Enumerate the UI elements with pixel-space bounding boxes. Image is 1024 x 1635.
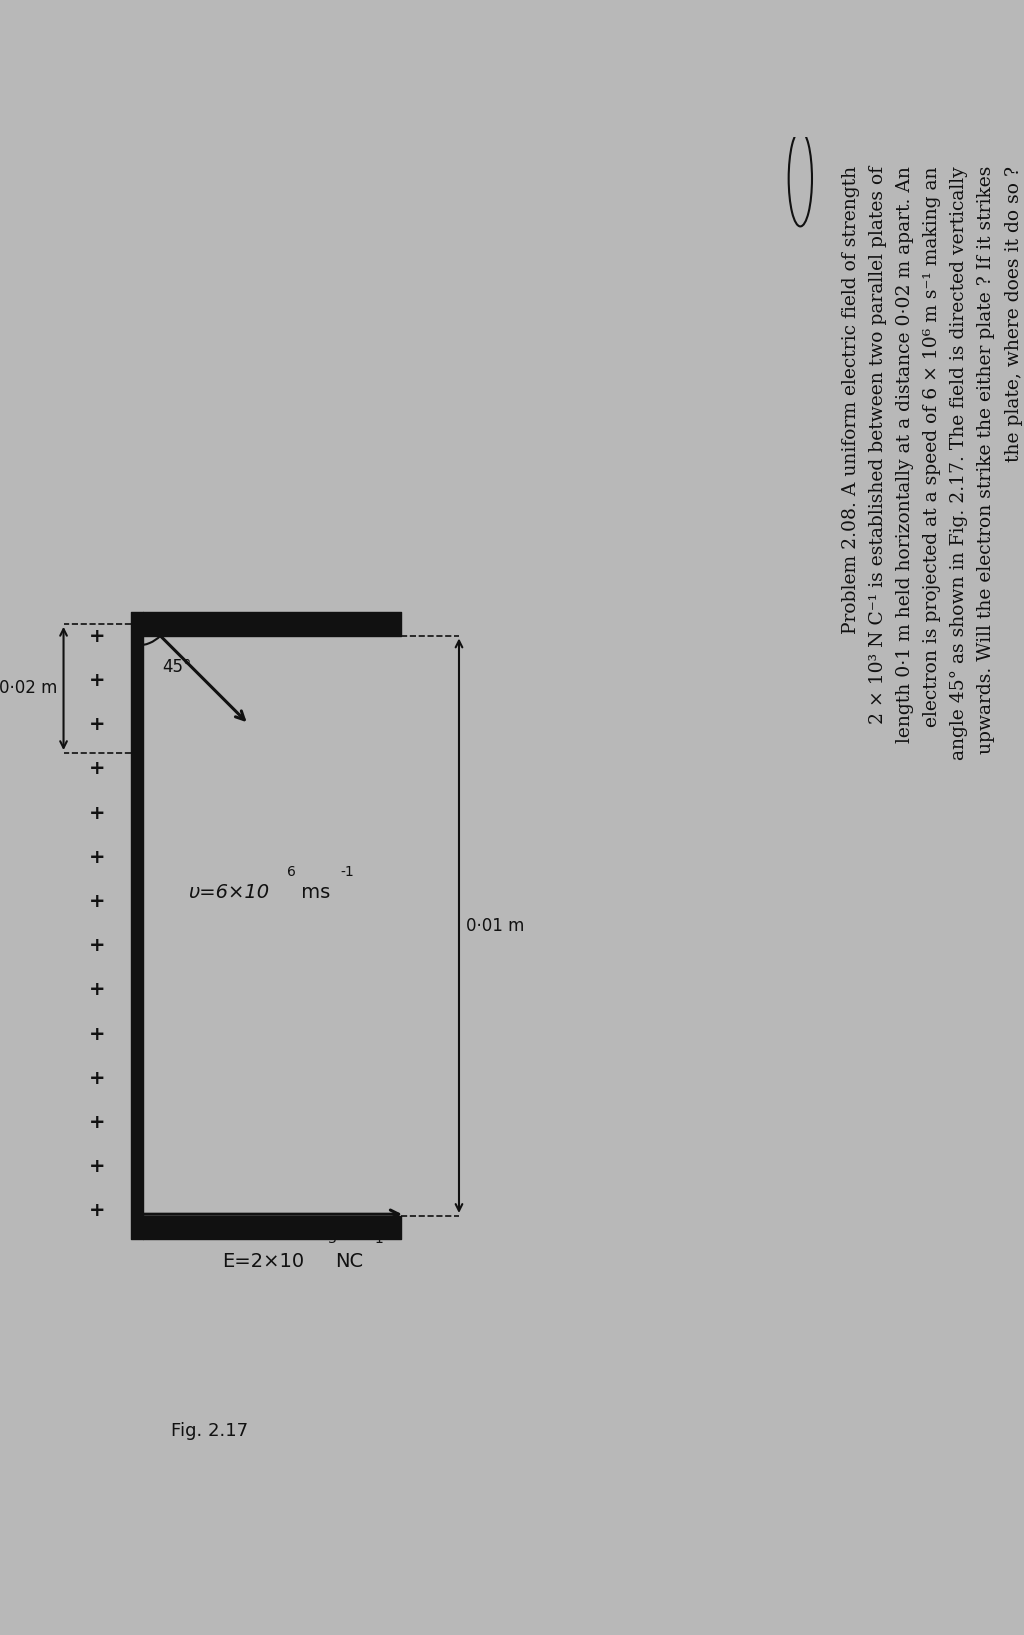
Text: +: + bbox=[89, 849, 105, 867]
Text: 0·02 m: 0·02 m bbox=[0, 680, 57, 698]
Text: -1: -1 bbox=[341, 865, 354, 878]
Text: +: + bbox=[89, 760, 105, 778]
Text: Problem 2.08. A uniform electric field of strength
2 × 10³ N C⁻¹ is established : Problem 2.08. A uniform electric field o… bbox=[842, 167, 1023, 760]
Text: +: + bbox=[89, 714, 105, 734]
Text: 6: 6 bbox=[287, 865, 296, 878]
Text: Fig. 2.17: Fig. 2.17 bbox=[171, 1422, 248, 1440]
Text: +: + bbox=[89, 1113, 105, 1131]
Text: 45°: 45° bbox=[162, 657, 191, 675]
Text: 3: 3 bbox=[329, 1231, 337, 1246]
Text: +: + bbox=[89, 1158, 105, 1176]
Text: +: + bbox=[89, 670, 105, 690]
Text: -1: -1 bbox=[370, 1231, 384, 1246]
Text: +: + bbox=[89, 937, 105, 955]
Text: +: + bbox=[89, 626, 105, 646]
Text: +: + bbox=[89, 804, 105, 822]
Text: 0·01 m: 0·01 m bbox=[466, 917, 524, 935]
Text: NC: NC bbox=[335, 1252, 364, 1272]
Text: +: + bbox=[89, 1025, 105, 1043]
Text: +: + bbox=[89, 1069, 105, 1087]
Text: ms: ms bbox=[295, 883, 330, 903]
Text: +: + bbox=[89, 1202, 105, 1220]
Text: E=2×10: E=2×10 bbox=[222, 1252, 304, 1272]
Text: +: + bbox=[89, 981, 105, 999]
Text: υ=6×10: υ=6×10 bbox=[188, 883, 269, 903]
Text: +: + bbox=[89, 893, 105, 911]
